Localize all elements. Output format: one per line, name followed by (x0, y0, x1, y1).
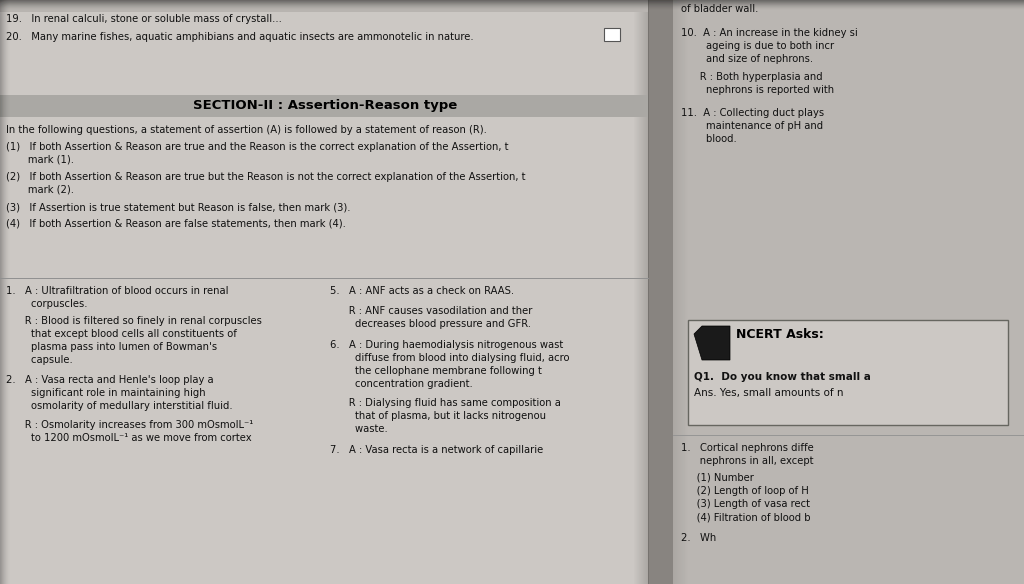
Text: nephrons in all, except: nephrons in all, except (681, 456, 813, 466)
FancyBboxPatch shape (0, 0, 1024, 3)
FancyBboxPatch shape (0, 0, 1024, 4)
Text: concentration gradient.: concentration gradient. (330, 379, 473, 389)
Text: that of plasma, but it lacks nitrogenou: that of plasma, but it lacks nitrogenou (330, 411, 546, 421)
Text: 5.   A : ANF acts as a check on RAAS.: 5. A : ANF acts as a check on RAAS. (330, 286, 514, 296)
Text: 11.  A : Collecting duct plays: 11. A : Collecting duct plays (681, 108, 824, 118)
Text: R : Both hyperplasia and: R : Both hyperplasia and (681, 72, 822, 82)
Text: (2) Length of loop of H: (2) Length of loop of H (681, 486, 809, 496)
Text: 19.   In renal calculi, stone or soluble mass of crystall...: 19. In renal calculi, stone or soluble m… (6, 14, 282, 24)
Text: capsule.: capsule. (6, 355, 73, 365)
Text: osmolarity of medullary interstitial fluid.: osmolarity of medullary interstitial flu… (6, 401, 232, 411)
Text: (4) Filtration of blood b: (4) Filtration of blood b (681, 512, 811, 522)
FancyBboxPatch shape (0, 0, 648, 12)
Text: that except blood cells all constituents of: that except blood cells all constituents… (6, 329, 237, 339)
FancyBboxPatch shape (0, 0, 648, 584)
FancyBboxPatch shape (0, 0, 1024, 2)
Text: the cellophane membrane following t: the cellophane membrane following t (330, 366, 542, 376)
FancyBboxPatch shape (0, 0, 1024, 5)
Text: diffuse from blood into dialysing fluid, acro: diffuse from blood into dialysing fluid,… (330, 353, 569, 363)
Text: mark (1).: mark (1). (6, 155, 74, 165)
Text: R : ANF causes vasodilation and ther: R : ANF causes vasodilation and ther (330, 306, 532, 316)
Text: 1.   Cortical nephrons diffe: 1. Cortical nephrons diffe (681, 443, 814, 453)
Polygon shape (694, 326, 730, 360)
Text: R : Blood is filtered so finely in renal corpuscles: R : Blood is filtered so finely in renal… (6, 316, 262, 326)
FancyBboxPatch shape (0, 0, 1024, 6)
Text: In the following questions, a statement of assertion (A) is followed by a statem: In the following questions, a statement … (6, 125, 486, 135)
Text: significant role in maintaining high: significant role in maintaining high (6, 388, 206, 398)
Text: 6.   A : During haemodialysis nitrogenous wast: 6. A : During haemodialysis nitrogenous … (330, 340, 563, 350)
Text: 20.   Many marine fishes, aquatic amphibians and aquatic insects are ammonotelic: 20. Many marine fishes, aquatic amphibia… (6, 32, 474, 42)
Text: 10.  A : An increase in the kidney si: 10. A : An increase in the kidney si (681, 28, 858, 38)
Text: to 1200 mOsmolL⁻¹ as we move from cortex: to 1200 mOsmolL⁻¹ as we move from cortex (6, 433, 252, 443)
Text: R : Osmolarity increases from 300 mOsmolL⁻¹: R : Osmolarity increases from 300 mOsmol… (6, 420, 253, 430)
Text: corpuscles.: corpuscles. (6, 299, 87, 309)
Text: R : Dialysing fluid has same composition a: R : Dialysing fluid has same composition… (330, 398, 561, 408)
Text: of bladder wall.: of bladder wall. (681, 4, 759, 14)
FancyBboxPatch shape (0, 95, 648, 117)
Text: 2.   Wh: 2. Wh (681, 533, 716, 543)
Text: maintenance of pH and: maintenance of pH and (681, 121, 823, 131)
Text: 2.   A : Vasa recta and Henle's loop play a: 2. A : Vasa recta and Henle's loop play … (6, 375, 214, 385)
Text: mark (2).: mark (2). (6, 185, 74, 195)
Text: (3)   If Assertion is true statement but Reason is false, then mark (3).: (3) If Assertion is true statement but R… (6, 202, 350, 212)
Text: waste.: waste. (330, 424, 388, 434)
Text: Q1.  Do you know that small a: Q1. Do you know that small a (694, 372, 870, 382)
Text: decreases blood pressure and GFR.: decreases blood pressure and GFR. (330, 319, 531, 329)
Text: and size of nephrons.: and size of nephrons. (681, 54, 813, 64)
Text: Ans. Yes, small amounts of n: Ans. Yes, small amounts of n (694, 388, 844, 398)
FancyBboxPatch shape (0, 0, 1024, 1)
FancyBboxPatch shape (688, 320, 1008, 425)
Text: blood.: blood. (681, 134, 736, 144)
Text: plasma pass into lumen of Bowman's: plasma pass into lumen of Bowman's (6, 342, 217, 352)
Text: (1)   If both Assertion & Reason are true and the Reason is the correct explanat: (1) If both Assertion & Reason are true … (6, 142, 509, 152)
FancyBboxPatch shape (604, 28, 620, 41)
Text: (3) Length of vasa rect: (3) Length of vasa rect (681, 499, 810, 509)
FancyBboxPatch shape (648, 0, 673, 584)
Text: nephrons is reported with: nephrons is reported with (681, 85, 835, 95)
Text: ?: ? (707, 332, 718, 351)
Text: (1) Number: (1) Number (681, 473, 754, 483)
FancyBboxPatch shape (0, 0, 2, 584)
Text: NCERT Asks:: NCERT Asks: (736, 328, 823, 341)
Text: SECTION-II : Assertion-Reason type: SECTION-II : Assertion-Reason type (193, 99, 457, 112)
Text: 7.   A : Vasa recta is a network of capillarie: 7. A : Vasa recta is a network of capill… (330, 445, 544, 455)
Text: (2)   If both Assertion & Reason are true but the Reason is not the correct expl: (2) If both Assertion & Reason are true … (6, 172, 525, 182)
Text: ageing is due to both incr: ageing is due to both incr (681, 41, 835, 51)
Text: 1.   A : Ultrafiltration of blood occurs in renal: 1. A : Ultrafiltration of blood occurs i… (6, 286, 228, 296)
FancyBboxPatch shape (673, 0, 1024, 584)
Text: (4)   If both Assertion & Reason are false statements, then mark (4).: (4) If both Assertion & Reason are false… (6, 218, 346, 228)
